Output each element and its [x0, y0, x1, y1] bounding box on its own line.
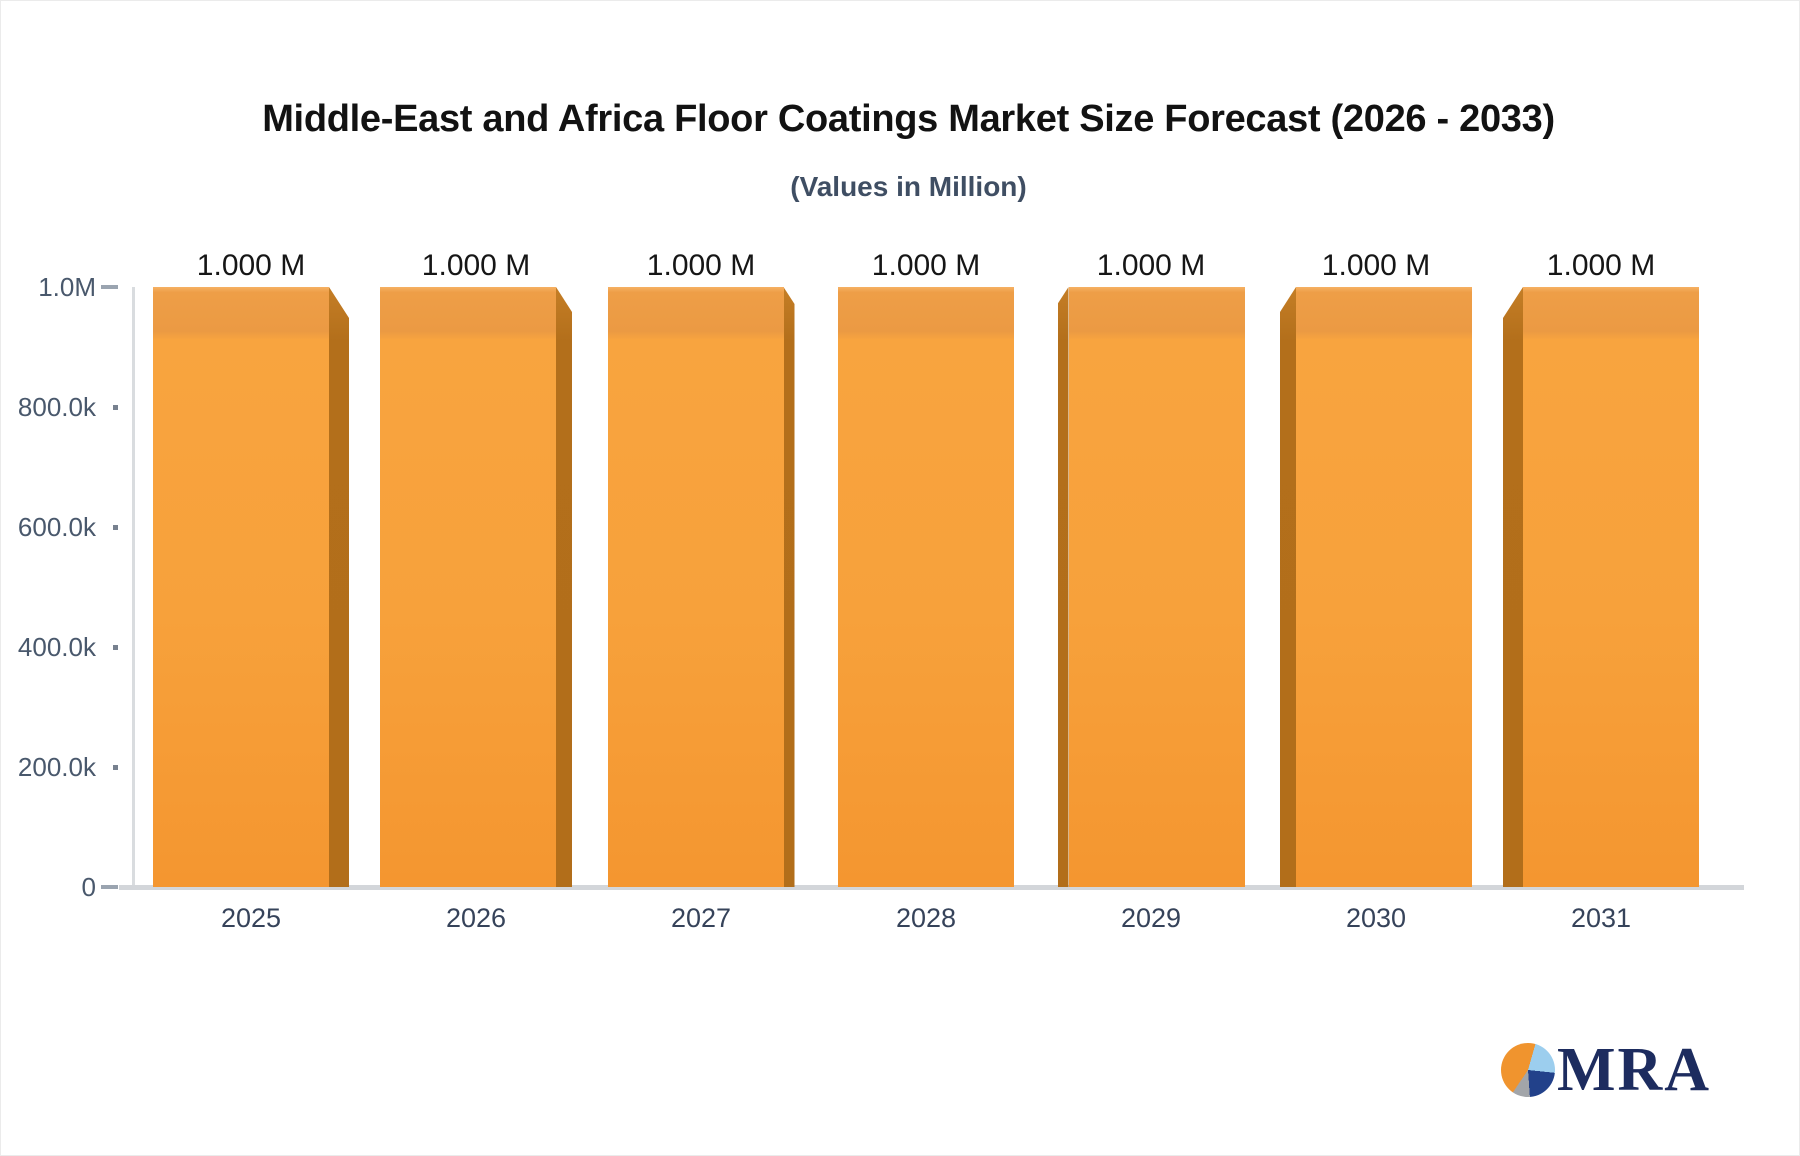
bar-2030 — [1280, 287, 1472, 887]
y-axis-line — [132, 287, 135, 887]
chart-title: Middle-East and Africa Floor Coatings Ma… — [262, 98, 1555, 140]
bar-side-left — [1280, 287, 1296, 887]
x-axis-label: 2029 — [1120, 903, 1182, 933]
y-axis-tick-mark — [113, 525, 118, 530]
x-axis-label: 2028 — [895, 903, 957, 933]
bar-side-right — [783, 287, 795, 887]
bar-face — [153, 287, 329, 887]
y-axis-tick-mark — [113, 405, 118, 410]
mra-logo: MRA — [1501, 1036, 1712, 1104]
y-axis-tick-label: 400.0k — [17, 632, 96, 662]
y-axis-tick-mark — [101, 885, 118, 889]
bar-2031 — [1503, 287, 1699, 887]
bar-value-label: 1.000 M — [1546, 249, 1656, 282]
bar-face — [838, 287, 1014, 887]
bar-face — [1068, 287, 1245, 887]
y-axis-tick-mark — [101, 285, 118, 289]
x-axis-label: 2025 — [220, 903, 282, 933]
bar-side-left — [1503, 287, 1523, 887]
y-axis-tick-label: 1.0M — [38, 272, 96, 302]
bar-2029 — [1057, 287, 1245, 887]
x-axis-label: 2031 — [1570, 903, 1632, 933]
x-axis-line — [119, 885, 1744, 890]
bar-value-label: 1.000 M — [646, 249, 756, 282]
bar-value-label: 1.000 M — [1321, 249, 1431, 282]
bar-face — [1523, 287, 1699, 887]
bar-2027 — [607, 287, 795, 887]
bar-side-left — [1057, 287, 1069, 887]
x-axis-label: 2026 — [445, 903, 507, 933]
bar-face — [380, 287, 556, 887]
bar-2026 — [380, 287, 572, 887]
bar-face — [607, 287, 784, 887]
bar-value-label: 1.000 M — [871, 249, 981, 282]
bar-2028 — [838, 287, 1014, 887]
y-axis-tick-label: 600.0k — [17, 512, 96, 542]
bar-side-right — [329, 287, 349, 887]
logo-text: MRA — [1557, 1036, 1712, 1104]
bar-2025 — [153, 287, 349, 887]
y-axis-tick-label: 0 — [81, 872, 96, 902]
bar-side-right — [556, 287, 572, 887]
bar-value-label: 1.000 M — [421, 249, 531, 282]
bar-value-label: 1.000 M — [196, 249, 306, 282]
y-axis-tick-mark — [113, 645, 118, 650]
bar-value-label: 1.000 M — [1096, 249, 1206, 282]
x-axis-label: 2027 — [670, 903, 732, 933]
pie-chart-logo-icon — [1501, 1043, 1555, 1097]
x-axis-label: 2030 — [1345, 903, 1407, 933]
chart-subtitle: (Values in Million) — [790, 171, 1027, 202]
bar-face — [1296, 287, 1472, 887]
y-axis-tick-mark — [113, 765, 118, 770]
y-axis-tick-label: 200.0k — [17, 752, 96, 782]
y-axis-tick-label: 800.0k — [17, 392, 96, 422]
